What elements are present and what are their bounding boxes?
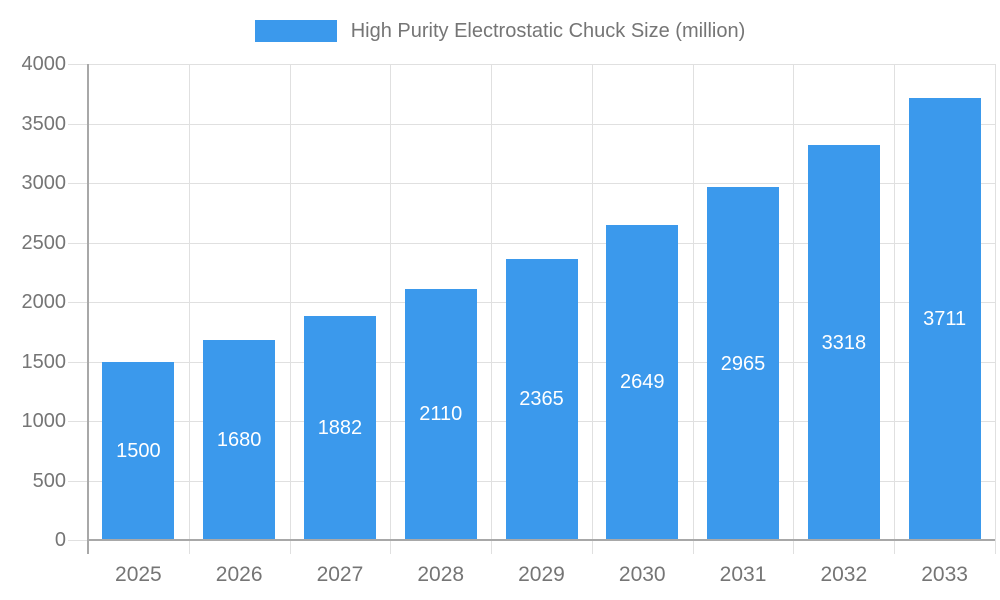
legend-label: High Purity Electrostatic Chuck Size (mi… xyxy=(350,20,746,42)
y-tick xyxy=(68,183,88,184)
y-axis-tick-label: 0 xyxy=(54,529,66,551)
x-gridline xyxy=(692,64,694,540)
x-axis-tick-label: 2028 xyxy=(417,563,465,586)
bar-value-label: 2649 xyxy=(620,371,665,394)
bar-value-label: 3711 xyxy=(923,308,967,331)
legend-swatch xyxy=(254,20,337,42)
y-gridline xyxy=(88,123,995,125)
bar-value-label: 1500 xyxy=(116,439,161,462)
y-axis-tick-label: 3000 xyxy=(21,172,67,194)
y-axis-tick-label: 2500 xyxy=(21,231,67,254)
bar-value-label: 1882 xyxy=(317,417,363,440)
x-tick xyxy=(793,540,795,554)
x-axis-tick-label: 2033 xyxy=(921,563,968,586)
bar xyxy=(203,340,276,539)
y-gridline xyxy=(88,183,995,184)
x-tick xyxy=(390,540,392,554)
y-axis-tick-label: 500 xyxy=(32,469,66,492)
bar xyxy=(505,258,578,539)
y-gridline xyxy=(88,64,995,65)
y-tick xyxy=(68,302,88,303)
x-tick xyxy=(995,540,996,554)
y-tick xyxy=(68,123,88,125)
x-gridline xyxy=(591,64,593,540)
x-gridline xyxy=(390,64,392,540)
x-tick xyxy=(692,540,694,554)
x-axis-tick-label: 2032 xyxy=(820,563,868,586)
bar xyxy=(303,316,376,539)
y-axis-tick-label: 4000 xyxy=(21,53,67,75)
bar xyxy=(908,98,981,539)
bar xyxy=(707,187,780,539)
y-tick xyxy=(68,480,88,482)
bar xyxy=(102,361,175,539)
x-axis-tick-label: 2030 xyxy=(618,563,666,586)
bar-value-label: 1680 xyxy=(216,429,262,452)
bar xyxy=(807,145,880,539)
x-axis-tick-label: 2025 xyxy=(115,563,162,586)
bar-value-label: 3318 xyxy=(821,331,867,354)
y-tick xyxy=(68,540,88,541)
x-tick xyxy=(289,540,291,554)
y-gridline xyxy=(88,242,995,244)
x-tick xyxy=(894,540,896,554)
x-tick xyxy=(591,540,593,554)
y-axis-line xyxy=(87,64,89,554)
x-gridline xyxy=(995,64,996,540)
y-tick xyxy=(68,361,88,363)
x-tick xyxy=(491,540,493,554)
bar xyxy=(404,288,477,539)
y-tick xyxy=(68,421,88,422)
x-tick xyxy=(188,540,190,554)
y-tick xyxy=(68,242,88,244)
x-gridline xyxy=(894,64,896,540)
y-axis-tick-label: 3500 xyxy=(21,112,67,135)
x-axis-tick-label: 2029 xyxy=(518,563,565,586)
x-gridline xyxy=(289,64,291,540)
bar-value-label: 2110 xyxy=(419,403,463,426)
bar-value-label: 2365 xyxy=(519,388,564,411)
x-gridline xyxy=(188,64,190,540)
legend: High Purity Electrostatic Chuck Size (mi… xyxy=(0,19,1000,43)
y-axis-tick-label: 1500 xyxy=(21,350,67,373)
bar xyxy=(606,224,679,539)
y-axis-tick-label: 2000 xyxy=(21,291,67,313)
x-gridline xyxy=(491,64,493,540)
bar-value-label: 2965 xyxy=(720,352,766,375)
y-axis-tick-label: 1000 xyxy=(21,410,67,432)
x-axis-tick-label: 2026 xyxy=(215,563,263,586)
x-axis-tick-label: 2027 xyxy=(316,563,364,586)
x-axis-line xyxy=(88,539,995,541)
x-axis-tick-label: 2031 xyxy=(719,563,767,586)
y-tick xyxy=(68,64,88,65)
x-gridline xyxy=(793,64,795,540)
